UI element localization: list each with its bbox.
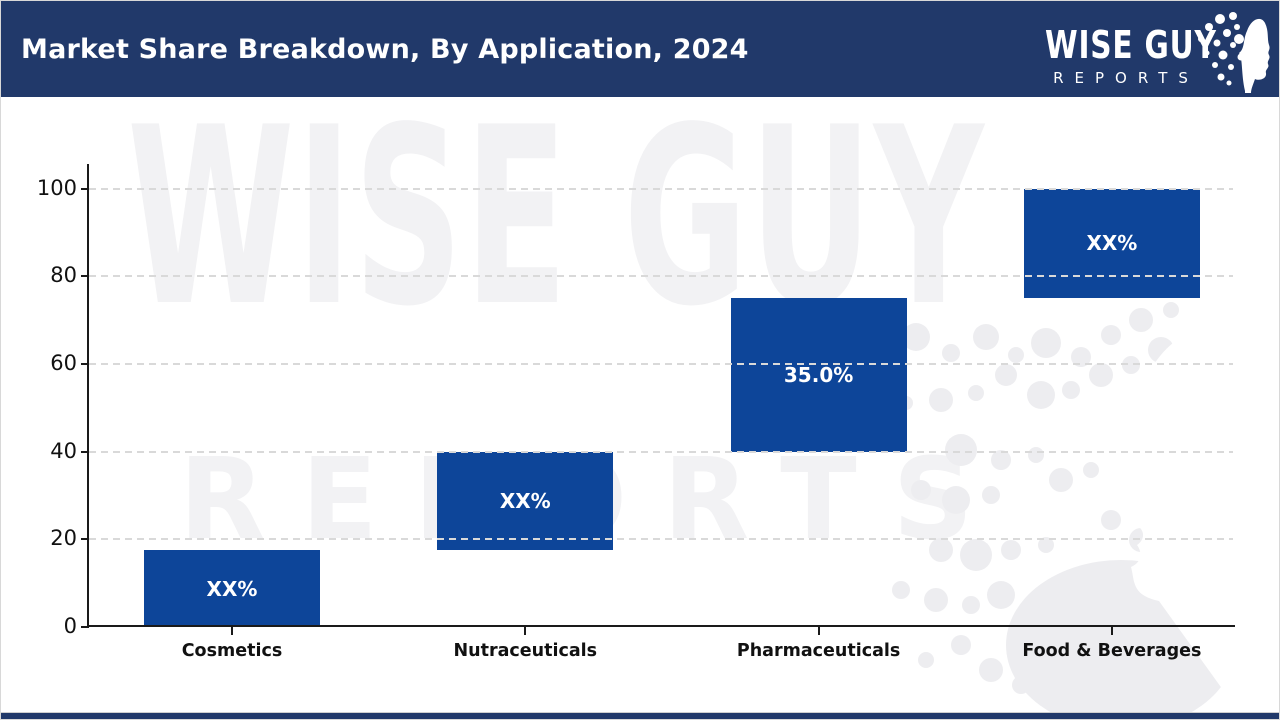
bar-cosmetics: XX% <box>144 550 320 627</box>
logo-text: WISE GUY REPORTS <box>1045 23 1217 87</box>
gridline-60 <box>89 362 1233 365</box>
bar-food-beverages: XX% <box>1023 188 1200 299</box>
page-title: Market Share Breakdown, By Application, … <box>21 33 749 65</box>
gridline-80 <box>89 275 1233 278</box>
footer-divider <box>1 712 1279 713</box>
y-tick-mark <box>81 362 89 365</box>
logo-wordmark: WISE GUY <box>1045 23 1217 67</box>
x-tick-mark <box>524 627 527 635</box>
y-tick-mark <box>81 187 89 190</box>
y-tick-mark <box>81 538 89 541</box>
y-tick-mark <box>81 275 89 278</box>
y-tick-label: 60 <box>50 350 77 375</box>
x-tick-mark <box>817 627 820 635</box>
x-tick-label: Food & Beverages <box>1022 641 1202 661</box>
gridline-100 <box>89 187 1233 190</box>
x-tick-label: Pharmaceuticals <box>736 641 901 661</box>
y-tick-mark <box>81 450 89 453</box>
gridline-20 <box>89 538 1233 541</box>
x-tick-label: Nutraceuticals <box>453 641 598 661</box>
x-axis <box>87 625 1235 627</box>
footer-bar <box>1 713 1279 719</box>
chart-area: WISE GUY REPORTS <box>1 75 1279 715</box>
y-tick-label: 0 <box>63 614 77 638</box>
bar-value-label: XX% <box>499 488 551 513</box>
wise-guy-logo: WISE GUY REPORTS <box>1009 9 1271 93</box>
bar-value-label: 35.0% <box>783 362 854 387</box>
head-dots-watermark <box>822 302 1241 715</box>
bar-nutraceuticals: XX% <box>437 451 614 551</box>
header-bar: Market Share Breakdown, By Application, … <box>1 1 1279 97</box>
y-tick-mark <box>81 626 89 628</box>
y-axis <box>87 164 89 625</box>
logo-head-icon <box>1198 12 1270 93</box>
bar-value-label: XX% <box>206 576 258 601</box>
y-tick-label: 40 <box>50 438 77 463</box>
bar-pharmaceuticals: 35.0% <box>730 298 907 452</box>
bar-value-label: XX% <box>1086 231 1138 256</box>
logo-subtitle: REPORTS <box>1053 69 1199 87</box>
y-tick-label: 80 <box>50 263 77 288</box>
x-tick-label: Cosmetics <box>181 641 283 661</box>
x-tick-mark <box>231 627 233 635</box>
x-tick-mark <box>1110 627 1113 635</box>
y-tick-label: 100 <box>36 175 77 200</box>
gridline-40 <box>89 450 1233 453</box>
y-tick-label: 20 <box>50 526 77 551</box>
